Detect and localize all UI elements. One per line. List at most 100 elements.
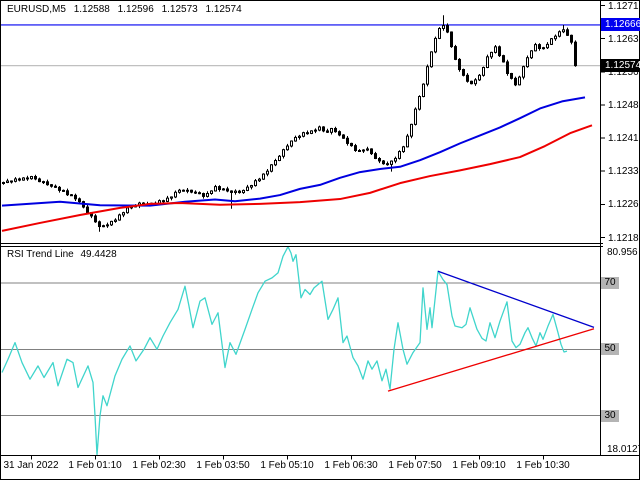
candle-body [510, 72, 513, 79]
candle-body [110, 220, 113, 226]
rsi-min-label: 18.0127 [607, 444, 640, 455]
candle-body [270, 164, 273, 172]
candle-body [522, 66, 525, 78]
candle-body [250, 185, 253, 188]
candle-body [430, 51, 433, 68]
price-tick-label: 1.12635 [608, 34, 640, 45]
candle-body [218, 186, 221, 191]
candle-body [486, 56, 489, 69]
candle-body [62, 189, 65, 192]
candle-body [38, 178, 41, 183]
candle-body [474, 79, 477, 85]
candle-body [554, 35, 557, 40]
candle-body [114, 219, 117, 222]
time-tick-label: 1 Feb 01:10 [68, 460, 122, 471]
candle-body [370, 148, 373, 155]
candle-body [18, 178, 21, 181]
candle-body [378, 158, 381, 162]
candle-body [174, 191, 177, 198]
time-tick-label: 1 Feb 06:30 [324, 460, 378, 471]
candle-body [446, 25, 449, 33]
candle-body [286, 145, 289, 151]
price-tick-label: 1.12560 [608, 67, 640, 78]
candle-body [274, 160, 277, 166]
candle-body [310, 130, 313, 134]
candle-body [482, 67, 485, 76]
candle-body [514, 77, 517, 86]
indicator-value-label: 49.4428 [80, 249, 117, 260]
candle-body [34, 176, 37, 180]
candle-body [206, 192, 209, 197]
candle-body [502, 55, 505, 63]
candle-body [202, 193, 205, 197]
candle-body [574, 41, 577, 67]
candle-body [30, 176, 33, 180]
candle-body [366, 148, 369, 151]
indicator-title: RSI Trend Line 49.4428 [7, 249, 121, 260]
candle-body [26, 177, 29, 180]
time-tick-label: 1 Feb 07:50 [388, 460, 442, 471]
candle-body [354, 145, 357, 152]
candle-body [362, 149, 365, 152]
candle-body [94, 215, 97, 223]
candle-body [50, 184, 53, 187]
time-tick-label: 1 Feb 10:30 [516, 460, 570, 471]
price-tick-label: 1.12260 [608, 199, 640, 210]
candle-body [298, 135, 301, 138]
candle-body [506, 61, 509, 74]
candle-body [346, 137, 349, 144]
candle-body [466, 74, 469, 82]
candle-body [546, 43, 549, 49]
candle-body [210, 190, 213, 194]
time-tick-label: 1 Feb 05:10 [260, 460, 314, 471]
candle-body [6, 180, 9, 183]
candle-body [222, 188, 225, 191]
candle-body [558, 31, 561, 37]
rsi-trendline-ascending [387, 328, 595, 392]
candle-body [374, 153, 377, 160]
candle-body [462, 69, 465, 76]
candle-body [230, 190, 233, 193]
price-tick-label: 1.12410 [608, 133, 640, 144]
price-tick-label: 1.12185 [608, 233, 640, 244]
candle-body [86, 206, 89, 214]
rsi-level-badge: 50 [601, 343, 619, 355]
candle-body [410, 123, 413, 137]
candle-body [102, 225, 105, 228]
candle-body [10, 180, 13, 183]
candle-body [386, 163, 389, 166]
candle-body [414, 108, 417, 125]
candle-body [22, 177, 25, 181]
candle-body [450, 31, 453, 48]
candle-body [402, 146, 405, 153]
time-tick-label: 1 Feb 09:10 [452, 460, 506, 471]
price-tick-label: 1.12335 [608, 166, 640, 177]
candle-body [106, 224, 109, 227]
candle-body [198, 192, 201, 195]
rsi-trendline-descending [437, 270, 595, 328]
candle-body [190, 189, 193, 193]
candle-body [518, 76, 521, 86]
rsi-max-label: 80.956 [607, 247, 638, 258]
candle-body [426, 66, 429, 85]
candle-body [530, 50, 533, 59]
candle-body [234, 190, 237, 193]
candle-body [290, 140, 293, 147]
candle-body [390, 160, 393, 165]
candle-body [526, 57, 529, 68]
candle-body [570, 34, 573, 43]
candle-body [226, 188, 229, 192]
candle-body [70, 194, 73, 197]
candle-body [78, 198, 81, 203]
candle-body [162, 200, 165, 203]
candle-body [394, 157, 397, 162]
candle-body [334, 127, 337, 133]
candle-body [254, 180, 257, 187]
candle-body [266, 170, 269, 175]
candle-body [54, 185, 57, 188]
chart-title: EURUSD,M5 1.12588 1.12596 1.12573 1.1257… [7, 4, 247, 15]
candle-body [46, 181, 49, 186]
candle-body [66, 190, 69, 196]
candle-body [318, 126, 321, 131]
